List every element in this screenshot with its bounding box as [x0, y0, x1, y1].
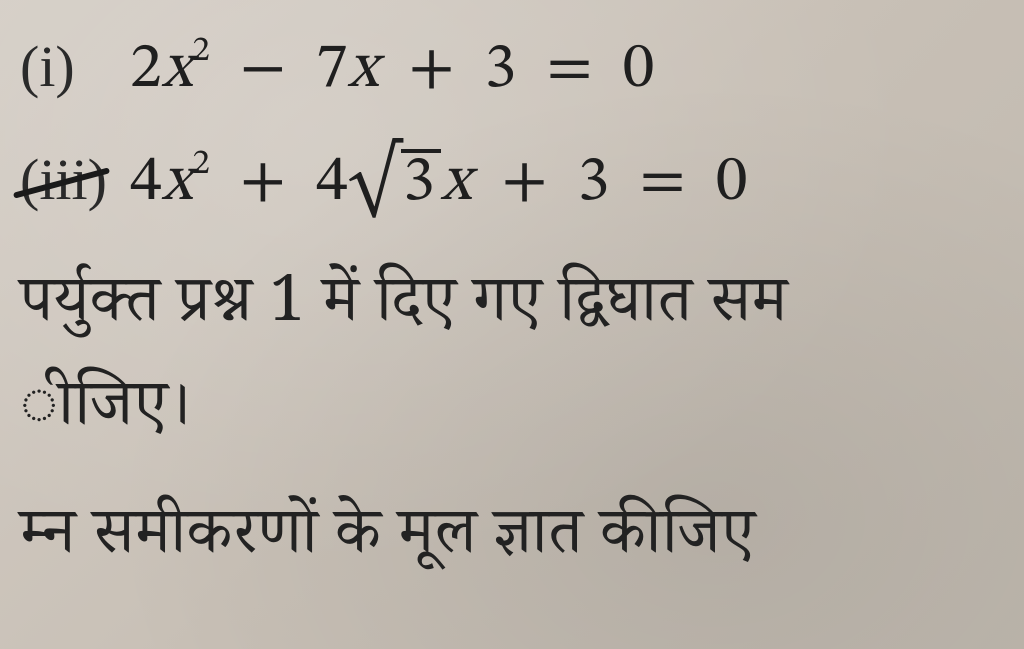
- hindi-row-3: म्न समीकरणों के मूल ज्ञात कीजिए: [20, 494, 1014, 590]
- op: +: [502, 151, 548, 215]
- coeff: 4: [130, 151, 162, 215]
- rhs: 0: [623, 38, 655, 102]
- var: x: [162, 151, 193, 215]
- op: −: [240, 38, 286, 102]
- equation-row-iii: (iii) 4x2 + 4√3x + 3 = 0: [20, 140, 1014, 224]
- radical-icon: √: [348, 141, 401, 225]
- coeff: 4: [316, 151, 348, 215]
- hindi-row-1: पर्युक्त प्रश्न 1 में दिए गए द्विघात सम: [20, 262, 1014, 358]
- page-content: (i) 2x2 − 7x + 3 = 0 (iii) 4x2 + 4√3x + …: [0, 0, 1024, 608]
- sp: [486, 151, 501, 215]
- sp: [593, 38, 608, 102]
- hindi-text-3: म्न समीकरणों के मूल ज्ञात कीजिए: [20, 494, 755, 590]
- sp: [286, 38, 301, 102]
- rhs: 0: [716, 151, 748, 215]
- op: [225, 38, 240, 102]
- equation-i: 2x2 − 7x + 3 = 0: [130, 30, 654, 110]
- coeff: 2: [130, 38, 162, 102]
- op: +: [240, 151, 286, 215]
- sp: [624, 151, 639, 215]
- var: x: [441, 151, 472, 215]
- equation-row-i: (i) 2x2 − 7x + 3 = 0: [20, 30, 1014, 110]
- item-label-iii: (iii): [20, 146, 110, 213]
- sp: [686, 151, 701, 215]
- hindi-row-2: ीजिए।: [20, 366, 1014, 462]
- sp: [548, 151, 563, 215]
- sp: [455, 38, 470, 102]
- sp: [286, 151, 301, 215]
- coeff: 3: [578, 151, 610, 215]
- exp: 2: [192, 34, 209, 69]
- equation-iii: 4x2 + 4√3x + 3 = 0: [130, 140, 747, 224]
- hindi-text-2: ीजिए।: [20, 366, 192, 462]
- exp: 2: [192, 147, 209, 182]
- eq: =: [546, 38, 592, 102]
- sp: [225, 151, 240, 215]
- coeff: 3: [485, 38, 517, 102]
- var: x: [348, 38, 379, 102]
- sp: [531, 38, 546, 102]
- item-label-i: (i): [20, 33, 110, 100]
- coeff: 7: [316, 38, 348, 102]
- hindi-text-1: पर्युक्त प्रश्न 1 में दिए गए द्विघात सम: [20, 262, 788, 358]
- op: +: [408, 38, 454, 102]
- sqrt: √3: [348, 140, 441, 224]
- var: x: [162, 38, 193, 102]
- eq: =: [640, 151, 686, 215]
- sp: [393, 38, 408, 102]
- radicand: 3: [401, 149, 441, 214]
